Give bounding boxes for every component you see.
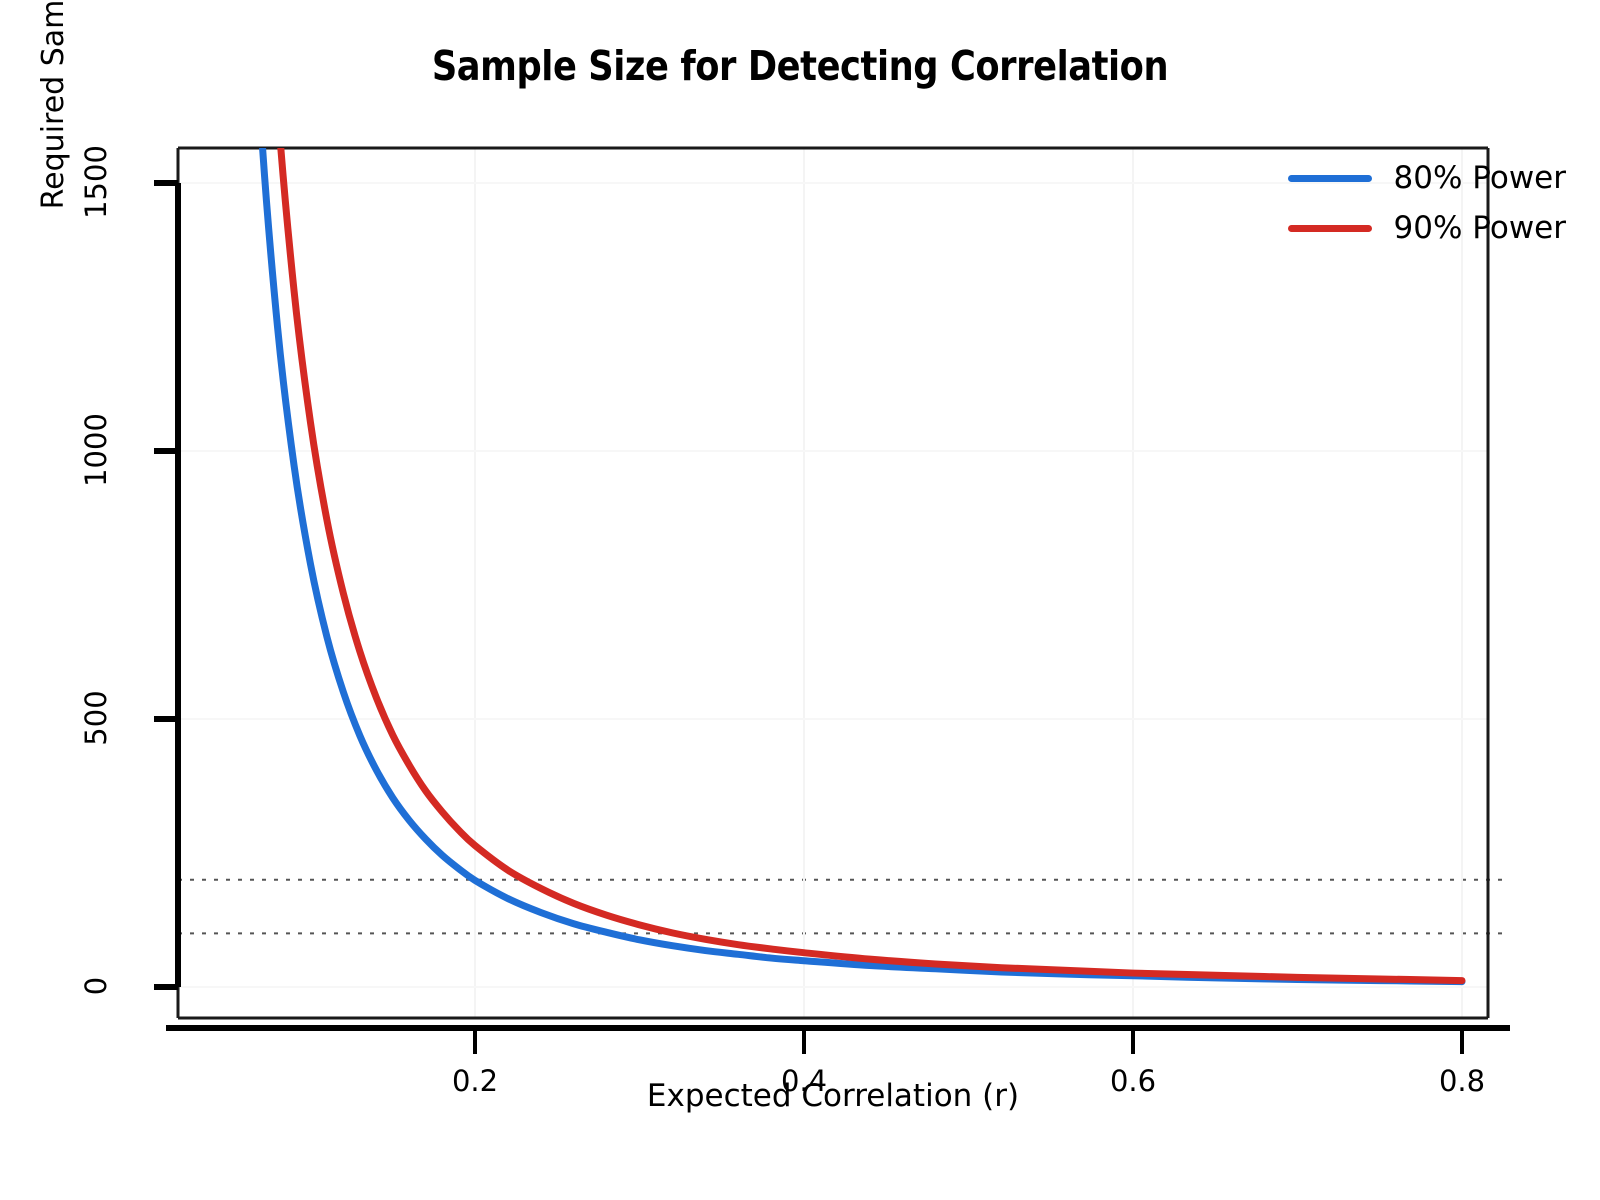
y-tick-label-0: 0 xyxy=(79,976,113,996)
page-title: Sample Size for Detecting Correlation xyxy=(431,42,1169,90)
chart-legend: 80% Power 90% Power xyxy=(1287,160,1566,246)
legend-swatch-power90 xyxy=(1287,224,1372,232)
x-tick-label-0-8: 0.8 xyxy=(1438,1064,1486,1098)
x-tick-label-0-2: 0.2 xyxy=(451,1064,499,1098)
y-tick-label-1500: 1500 xyxy=(79,145,113,219)
reference-lines-group xyxy=(178,148,1510,1018)
axis-box-group xyxy=(176,146,1490,1020)
curve-series-1 xyxy=(259,148,1466,986)
data-curves-group xyxy=(259,148,1466,986)
x-axis-label: Expected Correlation (r) xyxy=(646,1078,1020,1114)
legend-label-power90: 90% Power xyxy=(1393,210,1566,246)
y-tick-label-1000: 1000 xyxy=(79,413,113,487)
legend-swatch-power80 xyxy=(1287,174,1372,182)
legend-item-power90[interactable]: 90% Power xyxy=(1287,210,1566,246)
legend-label-power80: 80% Power xyxy=(1393,160,1566,196)
x-tick-label-0-6: 0.6 xyxy=(1109,1064,1157,1098)
curve-series-2 xyxy=(277,148,1466,985)
y-tick-label-500: 500 xyxy=(79,690,113,746)
legend-item-power80[interactable]: 80% Power xyxy=(1287,160,1566,196)
axis-ticks-group xyxy=(154,180,1510,1054)
x-tick-label-0-4: 0.4 xyxy=(780,1064,828,1098)
